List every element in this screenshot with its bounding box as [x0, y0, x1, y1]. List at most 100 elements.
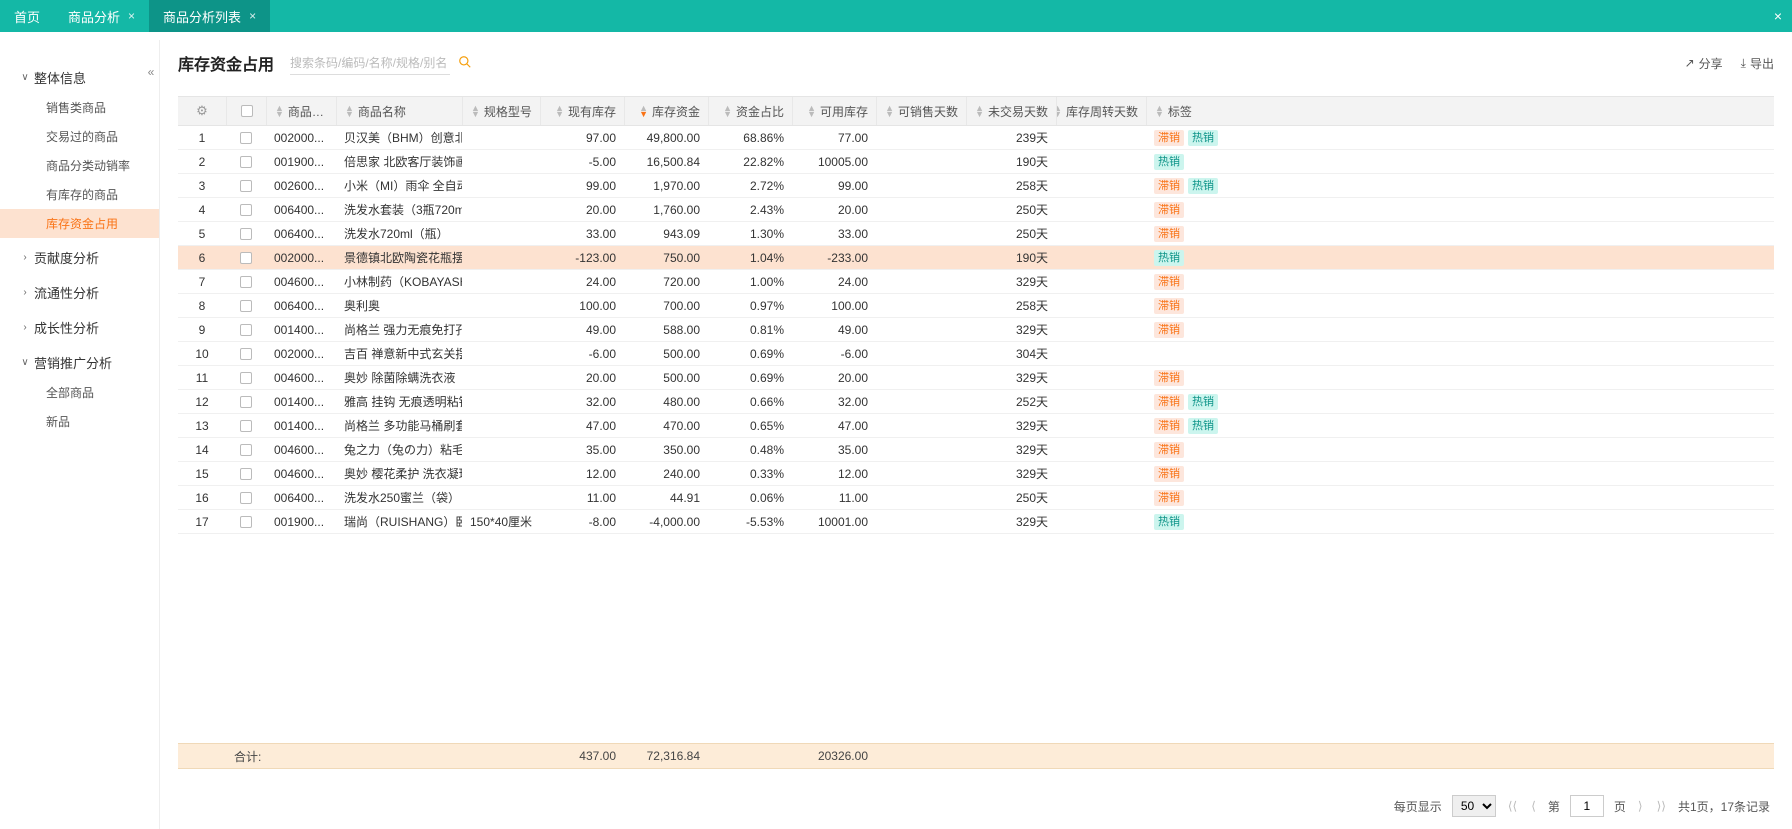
table-row[interactable]: 13001400...尚格兰 多功能马桶刷套装 卫47.00470.000.65…: [178, 414, 1774, 438]
sidebar-group-label: 流通性分析: [34, 283, 99, 302]
sidebar-item[interactable]: 有库存的商品: [0, 180, 159, 209]
select-all-checkbox[interactable]: [241, 105, 253, 117]
row-checkbox[interactable]: [240, 180, 252, 192]
table-row[interactable]: 2001900...倍思家 北欧客厅装饰画卧室-5.0016,500.8422.…: [178, 150, 1774, 174]
tag-badge: 滞销: [1154, 130, 1184, 146]
column-header[interactable]: 库存周转天数: [1056, 97, 1146, 125]
page-number-input[interactable]: [1570, 795, 1604, 817]
sort-icon[interactable]: [975, 105, 984, 117]
per-page-select[interactable]: 50: [1452, 795, 1496, 817]
sidebar-group[interactable]: ›成长性分析: [0, 312, 159, 343]
sidebar-group[interactable]: ∨整体信息: [0, 62, 159, 93]
close-tab-icon[interactable]: ×: [249, 9, 256, 23]
sidebar-group[interactable]: ∨营销推广分析: [0, 347, 159, 378]
row-checkbox[interactable]: [240, 468, 252, 480]
table-row[interactable]: 6002000...景德镇北欧陶瓷花瓶摆件 仿-123.00750.001.04…: [178, 246, 1774, 270]
table-row[interactable]: 17001900...瑞尚（RUISHANG）卧室沙150*40厘米-8.00-…: [178, 510, 1774, 534]
tag-badge: 滞销: [1154, 370, 1184, 386]
main-panel: 库存资金占用 ↗ 分享 ⤓ 导出 ⚙商品…商品名称规格型号现有库存库存资金资金占…: [160, 40, 1792, 829]
column-header[interactable]: 未交易天数: [966, 97, 1056, 125]
sort-icon[interactable]: [807, 105, 816, 117]
table-row[interactable]: 10002000...吉百 禅意新中式玄关摆件客-6.00500.000.69%…: [178, 342, 1774, 366]
column-header[interactable]: 可用库存: [792, 97, 876, 125]
row-checkbox[interactable]: [240, 204, 252, 216]
row-checkbox[interactable]: [240, 228, 252, 240]
sort-icon[interactable]: [471, 105, 480, 117]
tab[interactable]: 商品分析列表×: [149, 0, 270, 32]
sort-icon[interactable]: [1155, 105, 1164, 117]
page-prev-icon[interactable]: ⟨: [1529, 799, 1538, 813]
column-header[interactable]: 标签: [1146, 97, 1774, 125]
close-tab-icon[interactable]: ×: [128, 9, 135, 23]
collapse-sidebar-icon[interactable]: «: [141, 62, 161, 82]
tab[interactable]: 首页: [0, 0, 54, 32]
row-checkbox[interactable]: [240, 156, 252, 168]
table-row[interactable]: 5006400...洗发水720ml（瓶）33.00943.091.30%33.…: [178, 222, 1774, 246]
row-checkbox[interactable]: [240, 444, 252, 456]
column-header[interactable]: 库存资金: [624, 97, 708, 125]
table-row[interactable]: 9001400...尚格兰 强力无痕免打孔浴室49.00588.000.81%4…: [178, 318, 1774, 342]
sidebar-item[interactable]: 交易过的商品: [0, 122, 159, 151]
page-last-icon[interactable]: ⟩⟩: [1655, 799, 1668, 813]
sort-icon[interactable]: [555, 105, 564, 117]
column-header[interactable]: 商品名称: [336, 97, 462, 125]
close-all-icon[interactable]: ×: [1774, 0, 1782, 32]
table-row[interactable]: 16006400...洗发水250蜜兰（袋）11.0044.910.06%11.…: [178, 486, 1774, 510]
row-checkbox[interactable]: [240, 348, 252, 360]
share-button[interactable]: ↗ 分享: [1685, 55, 1723, 72]
column-header[interactable]: [226, 97, 266, 125]
sidebar-group-label: 成长性分析: [34, 318, 99, 337]
tag-badge: 热销: [1188, 130, 1218, 146]
table-row[interactable]: 3002600...小米（MI）雨伞 全自动折叠99.001,970.002.7…: [178, 174, 1774, 198]
sidebar-item[interactable]: 商品分类动销率: [0, 151, 159, 180]
sidebar-group[interactable]: › 流通性分析: [0, 277, 159, 308]
row-checkbox[interactable]: [240, 324, 252, 336]
export-button[interactable]: ⤓ 导出: [1741, 55, 1774, 72]
sort-icon[interactable]: [885, 105, 894, 117]
row-checkbox[interactable]: [240, 396, 252, 408]
sidebar-item[interactable]: 库存资金占用: [0, 209, 159, 238]
gear-icon[interactable]: ⚙: [196, 103, 208, 119]
column-label: 资金占比: [736, 103, 784, 120]
table-row[interactable]: 12001400...雅高 挂钩 无痕透明粘钩 强32.00480.000.66…: [178, 390, 1774, 414]
table-row[interactable]: 14004600...兔之力（兔の力）粘毛器粘35.00350.000.48%3…: [178, 438, 1774, 462]
column-header[interactable]: 商品…: [266, 97, 336, 125]
sort-icon[interactable]: [345, 105, 354, 117]
row-checkbox[interactable]: [240, 252, 252, 264]
table-row[interactable]: 1002000...贝汉美（BHM）创意北欧陶97.0049,800.0068.…: [178, 126, 1774, 150]
sort-icon[interactable]: [723, 105, 732, 117]
table-row[interactable]: 11004600...奥妙 除菌除螨洗衣液20.00500.000.69%20.…: [178, 366, 1774, 390]
sidebar-item[interactable]: 销售类商品: [0, 93, 159, 122]
column-header[interactable]: ⚙: [178, 97, 226, 125]
table-row[interactable]: 15004600...奥妙 樱花柔护 洗衣凝珠 1012.00240.000.3…: [178, 462, 1774, 486]
row-checkbox[interactable]: [240, 132, 252, 144]
sidebar-item[interactable]: 全部商品: [0, 378, 159, 407]
row-checkbox[interactable]: [240, 372, 252, 384]
column-header[interactable]: 资金占比: [708, 97, 792, 125]
row-checkbox[interactable]: [240, 492, 252, 504]
tag-badge: 热销: [1154, 514, 1184, 530]
table-row[interactable]: 7004600...小林制药（KOBAYASHI）日24.00720.001.0…: [178, 270, 1774, 294]
search-input[interactable]: [290, 51, 450, 75]
sort-icon[interactable]: [275, 105, 284, 117]
sort-icon[interactable]: [639, 105, 648, 117]
column-header[interactable]: 现有库存: [540, 97, 624, 125]
sort-icon[interactable]: [1056, 105, 1062, 117]
column-header[interactable]: 规格型号: [462, 97, 540, 125]
row-checkbox[interactable]: [240, 420, 252, 432]
tab[interactable]: 商品分析×: [54, 0, 149, 32]
row-checkbox[interactable]: [240, 276, 252, 288]
caret-icon: ∨: [20, 72, 30, 83]
row-checkbox[interactable]: [240, 300, 252, 312]
sidebar-group[interactable]: ›贡献度分析: [0, 242, 159, 273]
page-first-icon[interactable]: ⟨⟨: [1506, 799, 1519, 813]
table-row[interactable]: 4006400...洗发水套装（3瓶720ml+120.001,760.002.…: [178, 198, 1774, 222]
search-icon[interactable]: [458, 55, 472, 72]
caret-icon: ›: [20, 287, 30, 298]
page-next-icon[interactable]: ⟩: [1636, 799, 1645, 813]
column-header[interactable]: 可销售天数: [876, 97, 966, 125]
sidebar-item[interactable]: 新品: [0, 407, 159, 436]
row-checkbox[interactable]: [240, 516, 252, 528]
table-row[interactable]: 8006400...奥利奥100.00700.000.97%100.00258天…: [178, 294, 1774, 318]
tag-badge: 滞销: [1154, 442, 1184, 458]
